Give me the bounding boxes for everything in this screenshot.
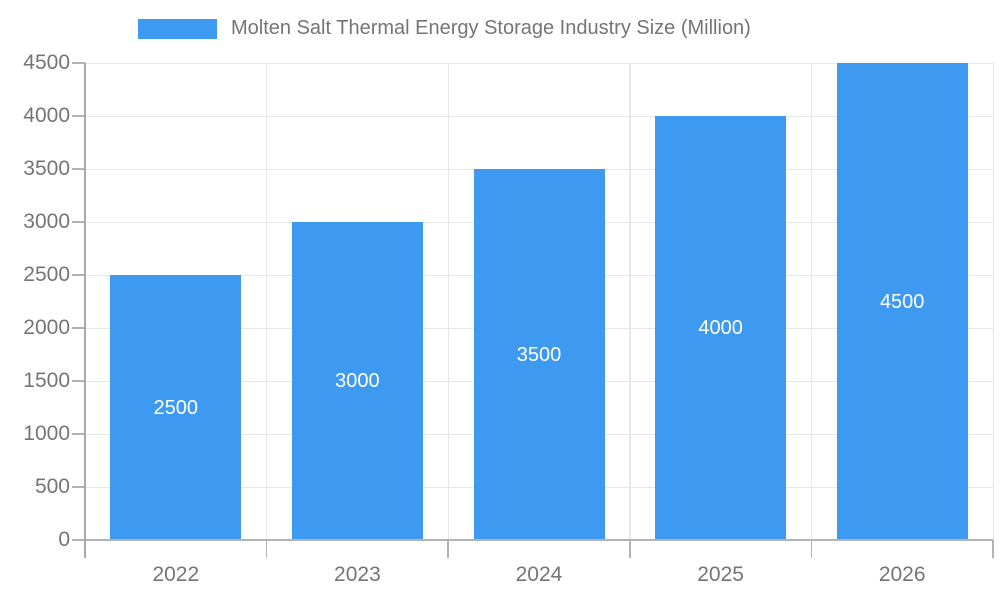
y-axis-tick (72, 221, 85, 223)
bar-value-label: 4000 (698, 317, 743, 339)
legend-label: Molten Salt Thermal Energy Storage Indus… (231, 17, 751, 39)
y-tick-label: 2000 (23, 316, 70, 339)
gridline-vertical (810, 63, 813, 540)
x-axis-tick (447, 540, 449, 558)
y-tick-label: 1000 (23, 422, 70, 445)
x-axis-line (72, 539, 993, 541)
y-tick-label: 2500 (23, 263, 70, 286)
bar-value-label: 2500 (153, 396, 199, 419)
gridline-vertical (992, 63, 994, 540)
bar-2026 (836, 63, 968, 540)
y-tick-label: 4500 (23, 51, 70, 74)
y-axis-line (84, 63, 86, 558)
y-tick-label: 0 (58, 528, 70, 551)
gridline-horizontal (85, 62, 993, 64)
x-tick-label: 2022 (152, 563, 200, 586)
y-tick-label: 500 (34, 475, 70, 498)
gridline-horizontal (85, 115, 993, 117)
x-axis-tick (629, 540, 631, 558)
y-tick-label: 1500 (23, 369, 70, 392)
gridline-vertical (266, 63, 268, 540)
y-axis-tick (72, 274, 85, 276)
legend-swatch (138, 18, 217, 39)
y-axis-tick (72, 486, 85, 488)
bar-2023 (291, 222, 423, 540)
bar-2024 (473, 169, 605, 540)
y-axis-tick (72, 62, 85, 64)
y-axis-tick (72, 380, 85, 382)
bar-value-label: 3500 (516, 343, 562, 366)
gridline-vertical (447, 63, 449, 540)
x-tick-label: 2024 (515, 563, 563, 586)
y-tick-label: 3000 (23, 210, 70, 233)
x-axis-tick (265, 540, 268, 558)
bar-2022 (110, 275, 242, 540)
y-tick-label: 3500 (23, 157, 70, 180)
x-tick-label: 2026 (878, 563, 926, 586)
y-axis-tick (72, 433, 85, 435)
x-axis-tick (992, 540, 994, 558)
y-axis-tick (72, 327, 85, 329)
gridline-vertical (629, 63, 631, 540)
legend: Molten Salt Thermal Energy Storage Indus… (138, 17, 751, 40)
y-axis-tick (72, 115, 85, 117)
bar-value-label: 4500 (879, 290, 925, 313)
x-tick-label: 2023 (334, 563, 381, 586)
bar-2025 (655, 116, 787, 540)
y-axis-tick (72, 168, 85, 170)
x-tick-label: 2025 (697, 563, 744, 586)
y-tick-label: 4000 (23, 104, 70, 127)
bar-value-label: 3000 (335, 370, 380, 392)
x-axis-tick (810, 540, 813, 558)
